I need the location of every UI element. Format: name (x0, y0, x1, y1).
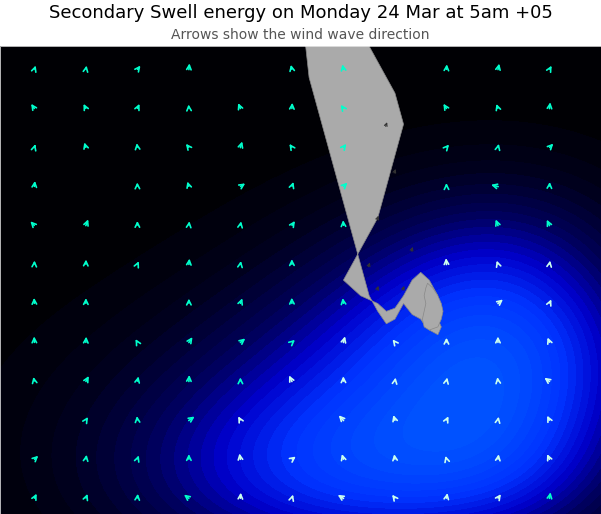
Polygon shape (306, 46, 441, 335)
Text: Secondary Swell energy on Monday 24 Mar at 5am +05: Secondary Swell energy on Monday 24 Mar … (49, 4, 552, 22)
Text: Arrows show the wind wave direction: Arrows show the wind wave direction (171, 28, 430, 42)
Polygon shape (423, 283, 443, 330)
